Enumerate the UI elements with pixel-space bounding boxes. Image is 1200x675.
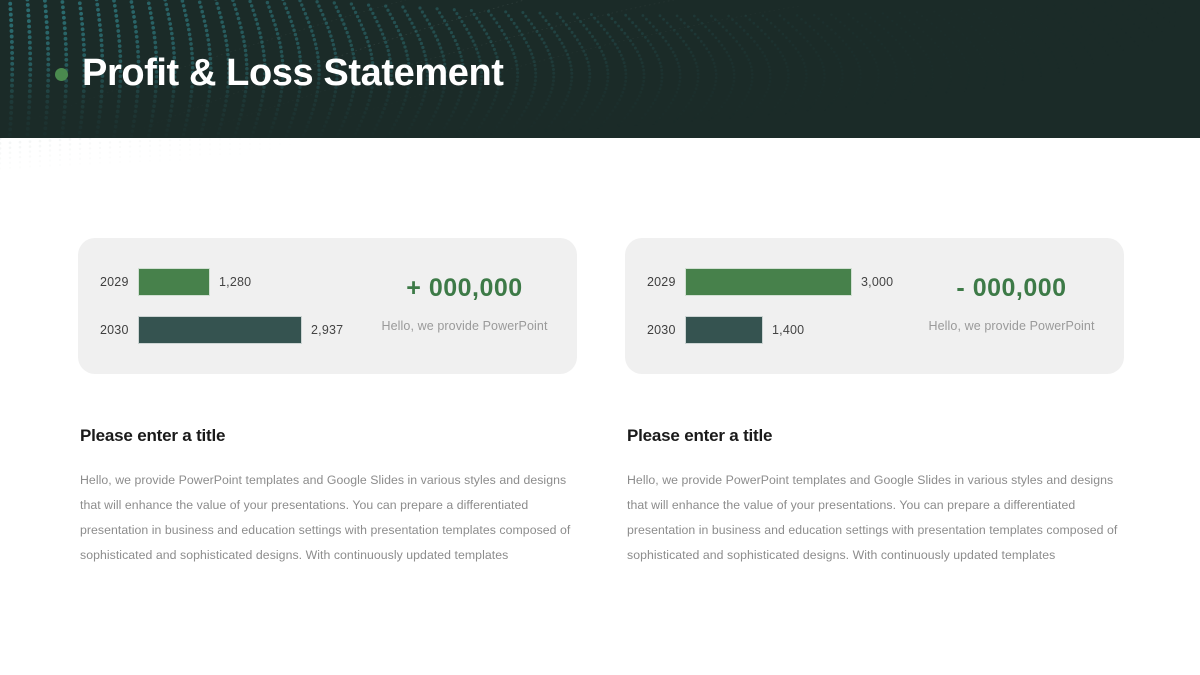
block-body: Hello, we provide PowerPoint templates a… bbox=[80, 473, 571, 562]
bar-chart-left: 2029 1,280 2030 2,937 bbox=[78, 268, 370, 344]
page-title: Profit & Loss Statement bbox=[82, 51, 504, 94]
header-underflow-dots bbox=[0, 138, 252, 170]
block-title: Please enter a title bbox=[80, 426, 226, 445]
bar-row: 2029 1,280 bbox=[100, 268, 370, 296]
bar-value-label: 2,937 bbox=[311, 323, 344, 337]
bar-value-label: 3,000 bbox=[861, 275, 894, 289]
bar-row: 2030 2,937 bbox=[100, 316, 370, 344]
block-body: Hello, we provide PowerPoint templates a… bbox=[627, 473, 1118, 562]
bar-dark bbox=[685, 316, 763, 344]
bar-category-label: 2029 bbox=[647, 275, 676, 289]
slide-header: Profit & Loss Statement bbox=[0, 0, 1200, 138]
bar-chart-right: 2029 3,000 2030 1,400 bbox=[625, 268, 917, 344]
block-title: Please enter a title bbox=[627, 426, 773, 445]
header-dot-pattern bbox=[0, 0, 1200, 138]
column-right: 2029 3,000 2030 1,400 - 000,000 Hello, w… bbox=[625, 238, 1124, 568]
column-left: 2029 1,280 2030 2,937 + 000,000 Hello, w… bbox=[78, 238, 577, 568]
bar-value-label: 1,280 bbox=[219, 275, 252, 289]
bar-row: 2030 1,400 bbox=[647, 316, 917, 344]
summary-caption: Hello, we provide PowerPoint bbox=[928, 318, 1095, 333]
bar-value-label: 1,400 bbox=[772, 323, 805, 337]
summary-left: + 000,000 Hello, we provide PowerPoint bbox=[370, 275, 577, 337]
text-block-left: Please enter a title Hello, we provide P… bbox=[78, 426, 577, 568]
bar-row: 2029 3,000 bbox=[647, 268, 917, 296]
content-columns: 2029 1,280 2030 2,937 + 000,000 Hello, w… bbox=[78, 238, 1124, 568]
summary-right: - 000,000 Hello, we provide PowerPoint bbox=[917, 275, 1124, 337]
summary-number: + 000,000 bbox=[406, 274, 523, 303]
text-block-right: Please enter a title Hello, we provide P… bbox=[625, 426, 1124, 568]
bar-category-label: 2030 bbox=[647, 323, 676, 337]
bar-green bbox=[685, 268, 852, 296]
page-title-row: Profit & Loss Statement bbox=[55, 45, 504, 100]
bullet-dot-icon bbox=[55, 68, 68, 81]
bar-green bbox=[138, 268, 210, 296]
bar-dark bbox=[138, 316, 302, 344]
summary-number: - 000,000 bbox=[956, 274, 1067, 303]
stat-card-left[interactable]: 2029 1,280 2030 2,937 + 000,000 Hello, w… bbox=[78, 238, 577, 374]
stat-card-right[interactable]: 2029 3,000 2030 1,400 - 000,000 Hello, w… bbox=[625, 238, 1124, 374]
bar-category-label: 2030 bbox=[100, 323, 129, 337]
summary-caption: Hello, we provide PowerPoint bbox=[381, 318, 548, 333]
bar-category-label: 2029 bbox=[100, 275, 129, 289]
